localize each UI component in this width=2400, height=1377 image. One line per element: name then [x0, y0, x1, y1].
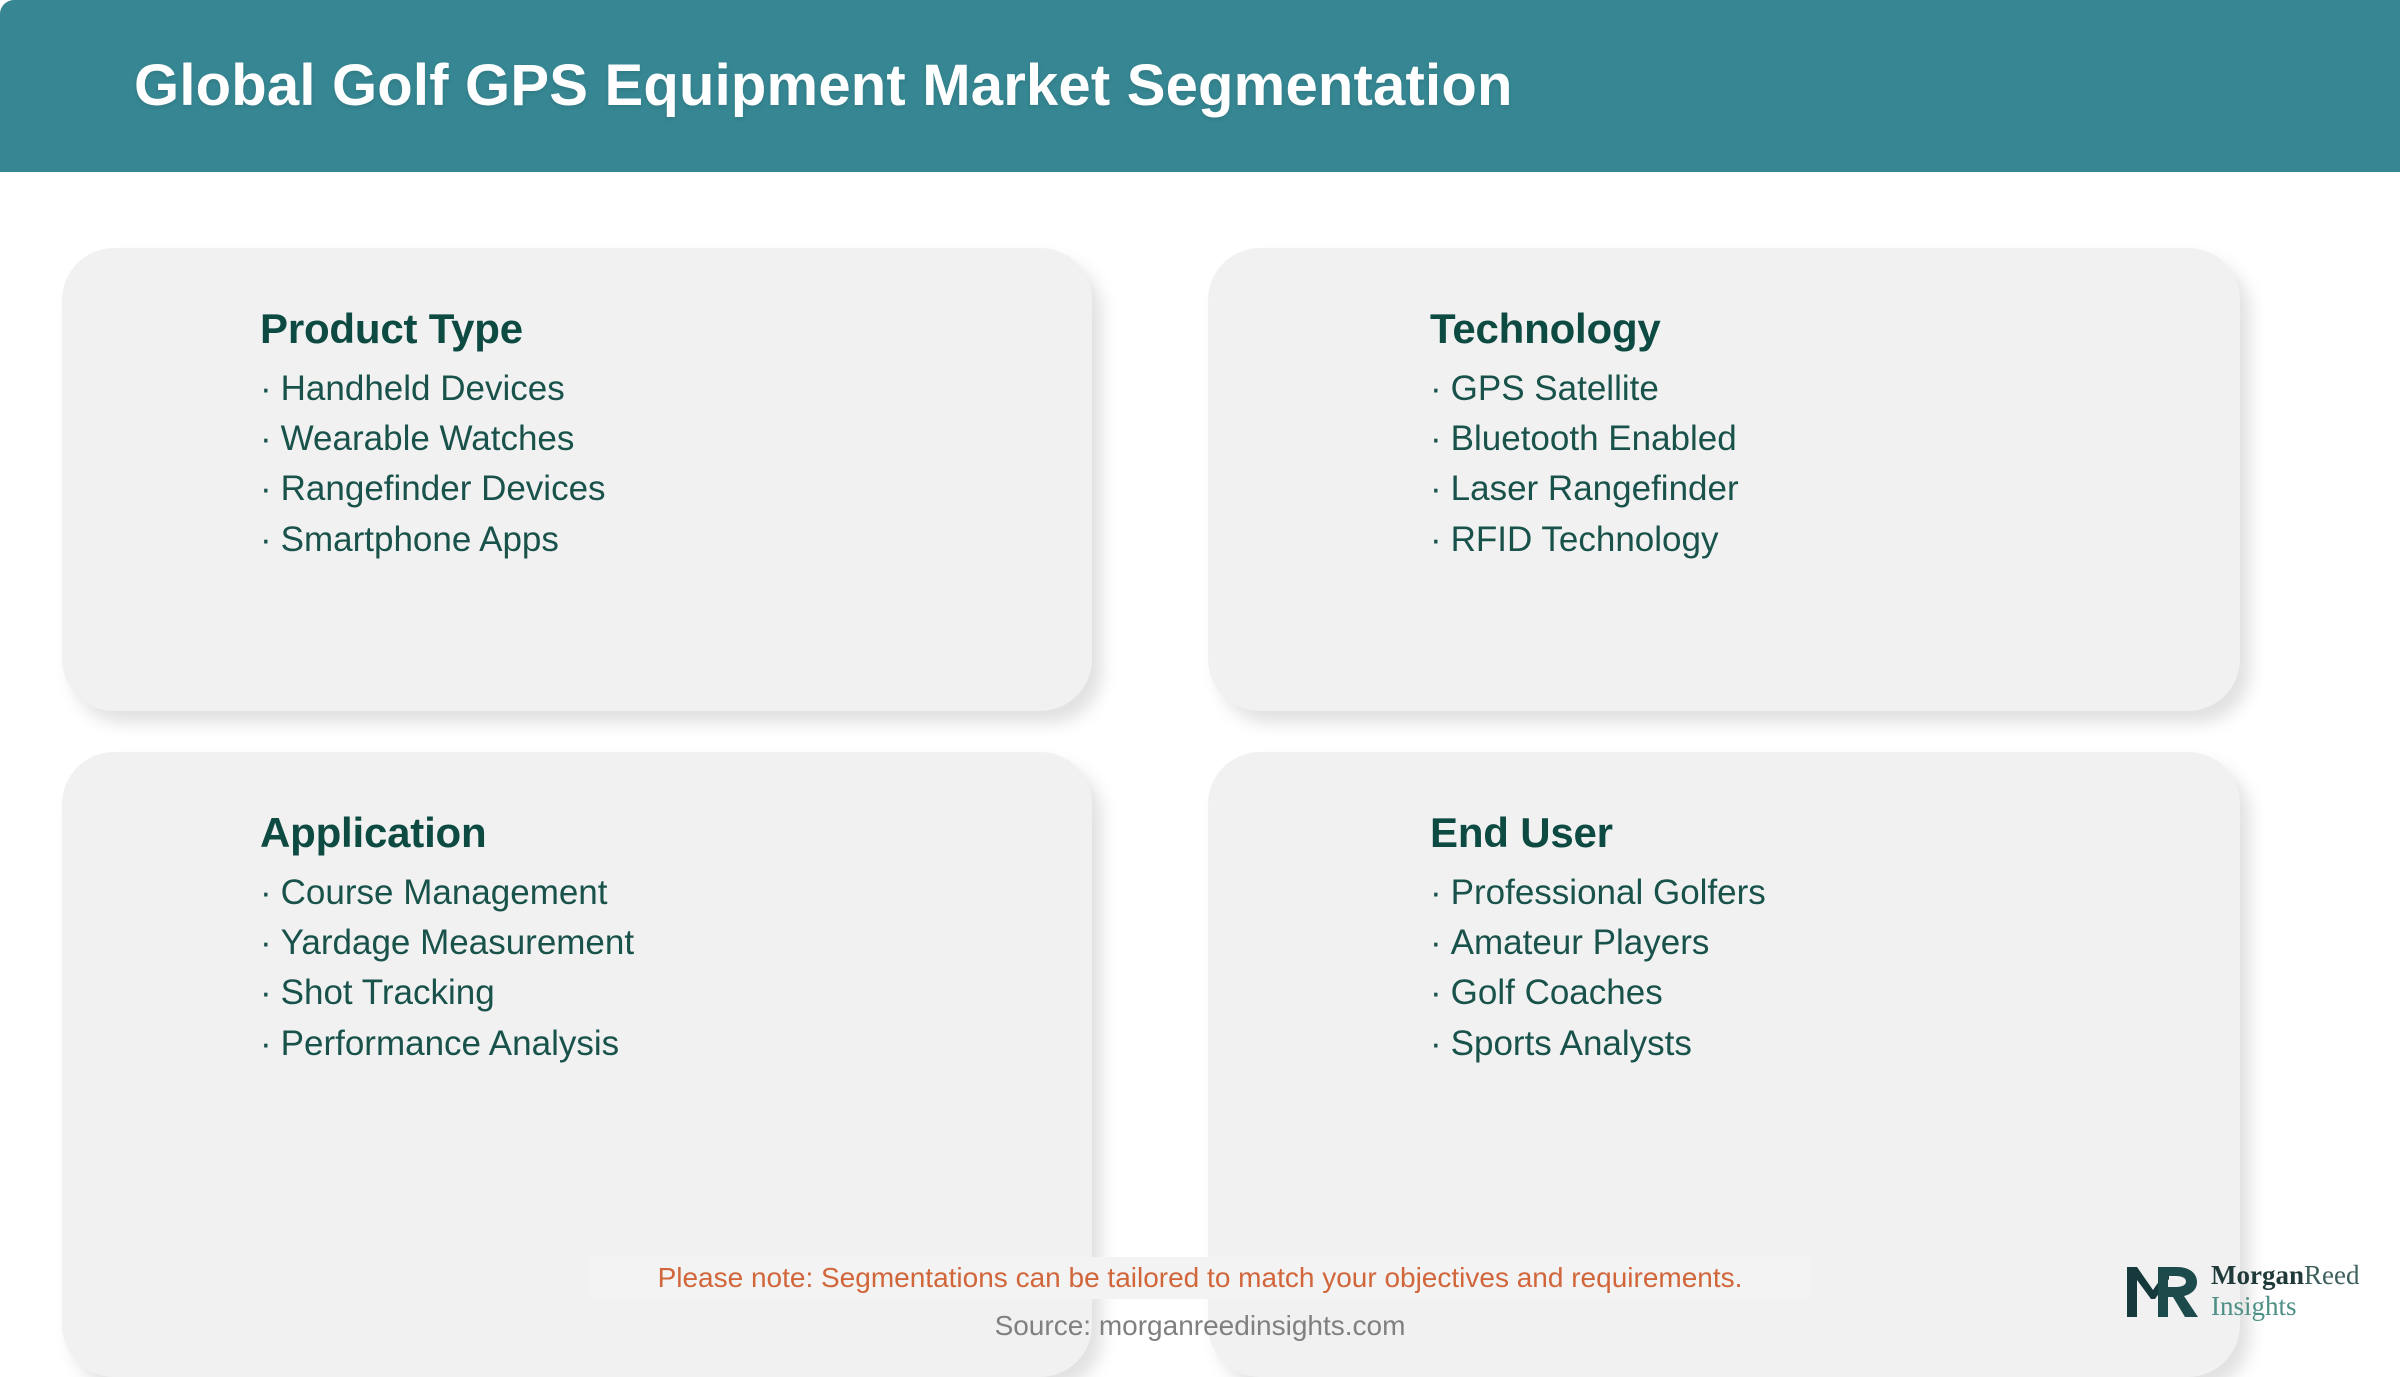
- list-item-label: Laser Rangefinder: [1450, 469, 1739, 509]
- list-item: · Laser Rangefinder: [1430, 464, 2200, 514]
- card-title: Technology: [1430, 305, 1661, 352]
- list-item: · Yardage Measurement: [260, 918, 1052, 968]
- bullet-icon: ·: [1430, 1023, 1442, 1063]
- bullet-icon: ·: [260, 469, 272, 509]
- bullet-icon: ·: [1430, 519, 1442, 559]
- page-title: Global Golf GPS Equipment Market Segment…: [134, 53, 1513, 119]
- logo-tagline: Insights: [2211, 1291, 2297, 1321]
- list-item-label: Handheld Devices: [280, 368, 565, 408]
- list-item: · Bluetooth Enabled: [1430, 414, 2200, 464]
- bullet-icon: ·: [260, 418, 272, 458]
- list-item-label: Professional Golfers: [1450, 872, 1766, 912]
- list-item: · Wearable Watches: [260, 414, 1052, 464]
- source-text: Source: morganreedinsights.com: [994, 1310, 1406, 1341]
- list-item: · Course Management: [260, 868, 1052, 918]
- bullet-icon: ·: [260, 519, 272, 559]
- card-title: End User: [1430, 809, 1613, 856]
- card-content: Product Type · Handheld Devices · Wearable…: [260, 304, 1052, 565]
- list-item-label: Performance Analysis: [280, 1023, 620, 1063]
- card-item-list: · Course Management · Yardage Measurement …: [260, 868, 1052, 1070]
- note-text: Please note: Segmentations can be tailor…: [657, 1262, 1743, 1293]
- bullet-icon: ·: [1430, 872, 1442, 912]
- segmentation-card-technology[interactable]: Technology · GPS Satellite · Bluetooth Ena…: [1208, 248, 2240, 711]
- card-title: Product Type: [260, 305, 523, 352]
- list-item: · Golf Coaches: [1430, 968, 2200, 1018]
- bullet-icon: ·: [260, 1023, 272, 1063]
- list-item: · Sports Analysts: [1430, 1019, 2200, 1069]
- list-item-label: Sports Analysts: [1450, 1023, 1692, 1063]
- logo-wordmark: MorganReed Insights: [2211, 1262, 2359, 1320]
- segmentation-card-grid: Product Type · Handheld Devices · Wearable…: [0, 172, 2400, 1377]
- list-item-label: Shot Tracking: [280, 973, 495, 1013]
- card-item-list: · Professional Golfers · Amateur Players ·…: [1430, 868, 2200, 1070]
- list-item: · Rangefinder Devices: [260, 464, 1052, 514]
- list-item: · RFID Technology: [1430, 515, 2200, 565]
- card-title: Application: [260, 809, 487, 856]
- bullet-icon: ·: [1430, 469, 1442, 509]
- card-content: Application · Course Management · Yardage …: [260, 808, 1052, 1069]
- list-item-label: Bluetooth Enabled: [1450, 418, 1737, 458]
- bullet-icon: ·: [1430, 922, 1442, 962]
- bullet-icon: ·: [1430, 418, 1442, 458]
- list-item: · Shot Tracking: [260, 968, 1052, 1018]
- brand-logo: MorganReed Insights: [2125, 1262, 2359, 1320]
- logo-name-line: MorganReed: [2211, 1262, 2359, 1289]
- list-item-label: Wearable Watches: [280, 418, 575, 458]
- bullet-icon: ·: [260, 973, 272, 1013]
- list-item: · GPS Satellite: [1430, 364, 2200, 414]
- segmentation-card-product-type[interactable]: Product Type · Handheld Devices · Wearable…: [62, 248, 1092, 711]
- bullet-icon: ·: [260, 922, 272, 962]
- bullet-icon: ·: [260, 368, 272, 408]
- bullet-icon: ·: [1430, 973, 1442, 1013]
- list-item: · Amateur Players: [1430, 918, 2200, 968]
- list-item-label: Smartphone Apps: [280, 519, 559, 559]
- logo-name-light: Reed: [2303, 1260, 2360, 1290]
- footer: Please note: Segmentations can be tailor…: [0, 1232, 2400, 1350]
- list-item-label: GPS Satellite: [1450, 368, 1659, 408]
- bullet-icon: ·: [260, 872, 272, 912]
- card-content: Technology · GPS Satellite · Bluetooth Ena…: [1430, 304, 2200, 565]
- list-item: · Handheld Devices: [260, 364, 1052, 414]
- list-item: · Performance Analysis: [260, 1019, 1052, 1069]
- list-item: · Smartphone Apps: [260, 515, 1052, 565]
- note-badge: Please note: Segmentations can be tailor…: [589, 1257, 1811, 1299]
- logo-name-bold: Morgan: [2211, 1260, 2304, 1290]
- card-item-list: · Handheld Devices · Wearable Watches · Ran…: [260, 364, 1052, 566]
- list-item-label: RFID Technology: [1450, 519, 1719, 559]
- list-item-label: Yardage Measurement: [280, 922, 635, 962]
- bullet-icon: ·: [1430, 368, 1442, 408]
- list-item: · Professional Golfers: [1430, 868, 2200, 918]
- card-item-list: · GPS Satellite · Bluetooth Enabled · Laser…: [1430, 364, 2200, 566]
- list-item-label: Course Management: [280, 872, 608, 912]
- list-item-label: Amateur Players: [1450, 922, 1710, 962]
- list-item-label: Golf Coaches: [1450, 973, 1663, 1013]
- header-bar: Global Golf GPS Equipment Market Segment…: [0, 0, 2400, 172]
- mr-monogram-icon: [2127, 1267, 2198, 1317]
- list-item-label: Rangefinder Devices: [280, 469, 606, 509]
- card-content: End User · Professional Golfers · Amateur …: [1430, 808, 2200, 1069]
- segmentation-card-application[interactable]: Application · Course Management · Yardage …: [62, 752, 1092, 1377]
